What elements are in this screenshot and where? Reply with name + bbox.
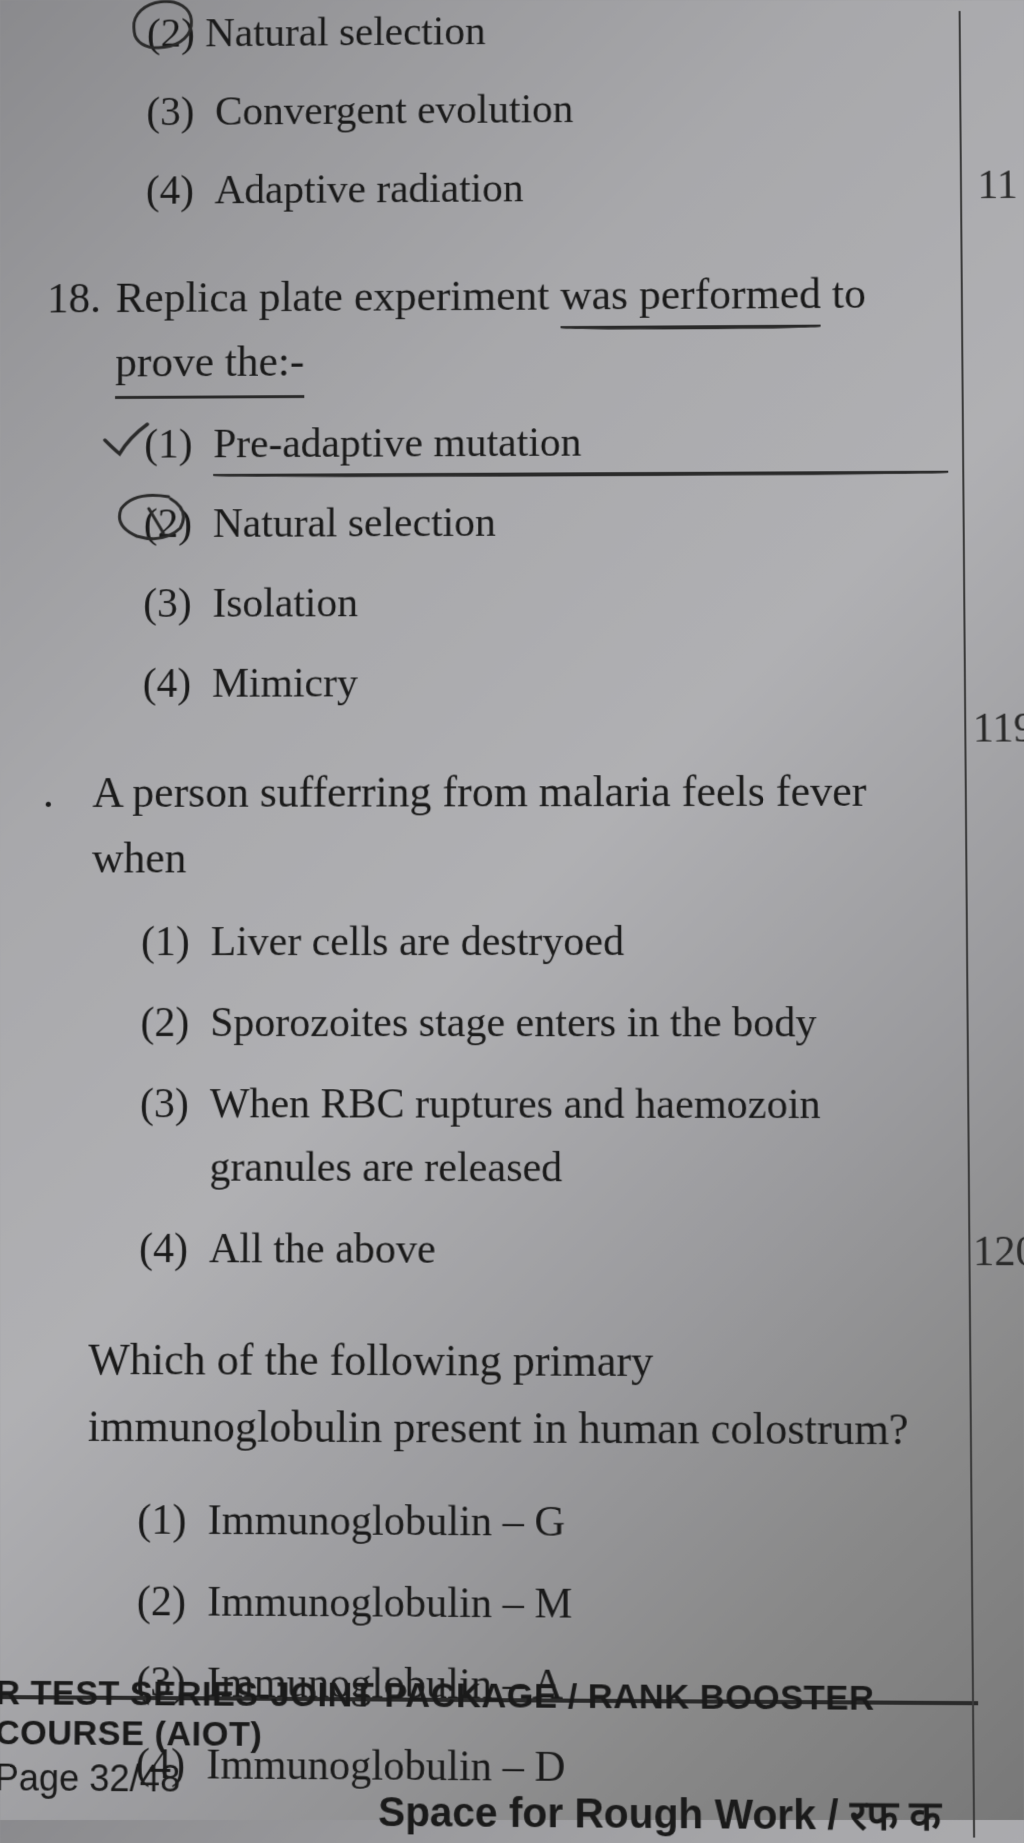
footer-series: R TEST SERIES-JOINT PACKAGE / RANK BOOST… [0,1674,979,1760]
underlined-phrase: was performed [560,262,821,328]
malaria-opt-4: (4) All the above [139,1217,955,1283]
immuno-options: (1) Immunoglobulin – G (2) Immunoglobuli… [135,1480,958,1812]
right-num-119: 119 [973,705,1024,753]
question-malaria: . A person sufferring from malaria feels… [42,758,951,891]
partial-options: (3) Convergent evolution (4) Adaptive ra… [146,76,947,222]
footer-page-number: Page 32/48 [0,1756,180,1800]
underlined-phrase-2: prove the:- [115,329,304,395]
question-18: 18. Replica plate experiment was perform… [46,261,947,395]
malaria-opt-2: (2) Sporozoites stage enters in the body [140,992,952,1056]
q18-option-2: (2) Natural selection [144,490,949,555]
q18-option-4: (4) Mimicry [143,651,951,716]
q18-option-3: (3) Isolation [143,570,949,635]
malaria-q-text: A person sufferring from malaria feels f… [92,758,952,891]
immuno-opt-2: (2) Immunoglobulin – M [137,1562,573,1646]
footer-rough-work: Space for Rough Work / रफ क [378,1782,941,1843]
opt-2-partial: (2) Natural selection [147,9,486,56]
malaria-opt-3: (3) When RBC ruptures and haemozoin gran… [139,1073,953,1201]
immuno-q-text: Which of the following primary immunoglo… [88,1326,956,1463]
partial-question-top: (2) Natural selection [147,0,945,63]
bullet: . [42,760,83,891]
q18-options: (1) Pre-adaptive mutation (2) Natural se… [143,410,951,715]
malaria-opt-1: (1) Liver cells are destryoed [141,911,952,974]
immuno-opt-1: (1) Immunoglobulin – G [137,1480,565,1563]
right-num-120: 120. [973,1228,1024,1277]
exam-page: (2) Natural selection (3) Convergent evo… [0,11,1024,1839]
q18-number: 18. [46,266,106,395]
q18-text: Replica plate experiment was performed t… [115,261,948,395]
question-immunoglobulin: Which of the following primary immunoglo… [88,1326,956,1463]
malaria-options: (1) Liver cells are destryoed (2) Sporoz… [139,911,955,1284]
checkmark-icon [100,422,150,461]
question-column: (2) Natural selection (3) Convergent evo… [0,11,979,1838]
option-3: (3) Convergent evolution [146,76,945,143]
q18-option-1: (1) Pre-adaptive mutation [144,410,948,476]
right-num-11: 11 [977,162,1018,209]
option-4: (4) Adaptive radiation [146,155,947,222]
